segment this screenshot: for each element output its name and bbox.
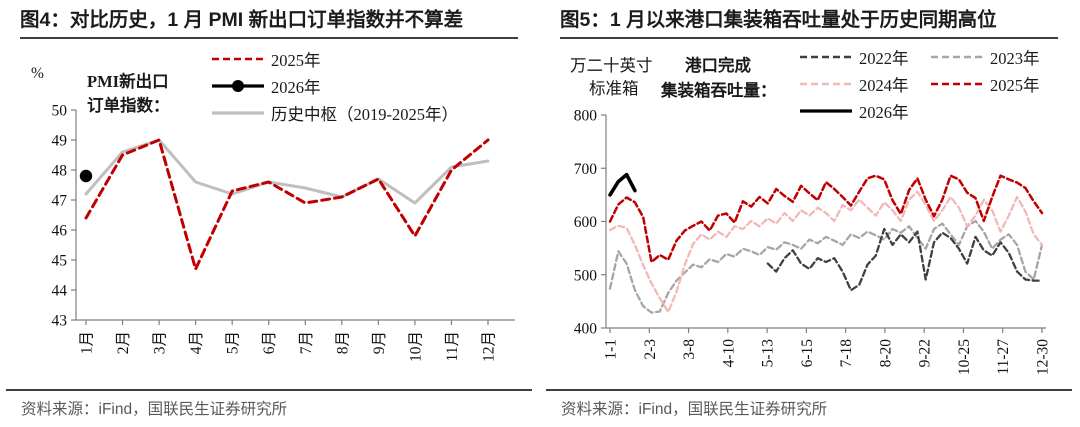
y-tick-label: 45: [52, 253, 68, 270]
x-tick-label: 7月: [298, 331, 315, 354]
figure-4-title: 图4：对比历史，1 月 PMI 新出口订单指数并不算差: [20, 9, 464, 31]
legend-item-2026年: 2026年: [799, 100, 930, 122]
x-tick-label: 6-15: [799, 339, 816, 368]
y-tick-label: 44: [52, 283, 68, 300]
x-tick-label: 2-3: [642, 339, 659, 360]
x-tick-label: 8-20: [877, 339, 894, 368]
figure-5-panel: 图5：1 月以来港口集装箱吞吐量处于历史同期高位 万二十英寸 标准箱 港口完成 …: [540, 0, 1080, 427]
x-tick-label: 4月: [188, 331, 205, 354]
x-tick-label: 9-22: [917, 339, 934, 367]
y-tick-label: 49: [52, 133, 68, 150]
legend-item-历史中枢（2019-2025年）: 历史中枢（2019-2025年）: [211, 102, 458, 124]
x-tick-label: 10月: [407, 331, 424, 362]
y-tick-label: 500: [574, 267, 598, 284]
series-line-2024年: [608, 190, 1044, 314]
figure-5-source: 资料来源：iFind，国联民生证券研究所: [561, 401, 828, 418]
x-tick-label: 12-30: [1035, 339, 1052, 375]
y-tick-label: 400: [574, 321, 598, 338]
y-tick-label: 46: [52, 223, 68, 240]
legend-item-2025年: 2025年: [211, 48, 458, 70]
title-underline: [560, 37, 1058, 39]
x-tick-label: 12月: [481, 331, 498, 362]
legend-label-2026年: 2026年: [859, 103, 909, 122]
x-tick-label: 5-13: [760, 339, 777, 368]
figure-5-line-chart: 400 500 600 700 800 1-1 2-3 3-8 4-10 5-13 6-15 7-18…: [574, 108, 1052, 376]
x-tick-label: 4-10: [720, 339, 737, 368]
series-group-label-line1: PMI新出口: [87, 72, 169, 91]
y-axis-unit-label-line1: 万二十英寸: [570, 56, 653, 75]
series-line-2022年: [766, 227, 1044, 292]
y-axis-unit-label-line2: 标准箱: [589, 79, 639, 98]
x-tick-label: 11-27: [995, 339, 1012, 375]
x-tick-label: 8月: [334, 331, 351, 354]
legend-swatch-2025年: [212, 57, 264, 61]
y-axis-unit-label: %: [31, 65, 44, 82]
series-group-label: PMI新出口 订单指数：: [87, 70, 170, 118]
figure-4-line-chart: 43 44 45 46 47 48 49 50 1月 2月 3月 4月 5月 6月 7月 8月 9月 10月 11月…: [52, 103, 515, 362]
y-tick-label: 50: [52, 103, 68, 120]
legend-swatch-历史中枢（2019-2025年）: [212, 111, 264, 115]
legend-item-2023年: 2023年: [930, 46, 1040, 68]
x-tick-label: 7-18: [838, 339, 855, 368]
footer-divider: [546, 389, 1072, 391]
figure-4-source: 资料来源：iFind，国联民生证券研究所: [21, 401, 288, 418]
y-tick-label: 47: [52, 193, 68, 210]
series-line-2025年: [608, 174, 1044, 264]
x-tick-label: 5月: [225, 331, 242, 354]
x-tick-label: 11月: [444, 331, 461, 361]
legend-label-2023年: 2023年: [990, 49, 1040, 68]
legend-item-2025年: 2025年: [930, 73, 1040, 95]
legend-swatch-2025年: [931, 82, 983, 86]
legend-label-2025年: 2025年: [990, 76, 1040, 95]
y-tick-label: 700: [574, 161, 598, 178]
x-tick-label: 10-25: [956, 339, 973, 375]
y-tick-label: 48: [52, 163, 68, 180]
figure-4-legend: 2025年 2026年历史中枢（2019-2025年）: [211, 48, 458, 124]
legend-label-2022年: 2022年: [859, 49, 909, 68]
legend-swatch-2024年: [800, 82, 852, 86]
series-group-label-line1: 港口完成: [685, 56, 751, 75]
series-group-label-line2: 订单指数：: [87, 96, 170, 115]
x-tick-label: 3月: [152, 331, 169, 354]
legend-label-2024年: 2024年: [859, 76, 909, 95]
legend-swatch-2026年: [212, 80, 264, 92]
legend-item-2022年: 2022年: [799, 46, 930, 68]
series-line-2025年: [84, 138, 490, 271]
y-tick-label: 800: [574, 108, 598, 125]
figure-5-legend: 2022年 2023年 2024年 2025年 2026年: [799, 46, 1040, 122]
x-tick-label: 1月: [79, 331, 96, 354]
series-group-label-line2: 集装箱吞吐量：: [661, 81, 777, 100]
y-tick-label: 600: [574, 214, 598, 231]
y-tick-label: 43: [52, 313, 68, 330]
legend-item-2026年: 2026年: [211, 75, 458, 97]
legend-item-2024年: 2024年: [799, 73, 930, 95]
legend-swatch-2022年: [800, 55, 852, 59]
series-line-2026年: [608, 172, 637, 197]
x-tick-label: 3-8: [681, 339, 698, 360]
x-tick-label: 2月: [115, 331, 132, 354]
legend-label-历史中枢（2019-2025年）: 历史中枢（2019-2025年）: [271, 105, 458, 124]
figure-5-title: 图5：1 月以来港口集装箱吞吐量处于历史同期高位: [560, 9, 997, 31]
series-marker-2026年: [79, 169, 93, 183]
figure-4-panel: 图4：对比历史，1 月 PMI 新出口订单指数并不算差 % PMI新出口 订单指…: [6, 9, 532, 418]
x-tick-label: 1-1: [603, 339, 620, 360]
legend-swatch-2026年: [800, 109, 852, 113]
legend-label-2026年: 2026年: [271, 78, 321, 97]
footer-divider: [6, 389, 532, 391]
legend-swatch-2023年: [931, 55, 983, 59]
legend-label-2025年: 2025年: [271, 51, 321, 70]
x-tick-label: 9月: [371, 331, 388, 354]
title-underline: [20, 37, 518, 39]
x-tick-label: 6月: [261, 331, 278, 354]
